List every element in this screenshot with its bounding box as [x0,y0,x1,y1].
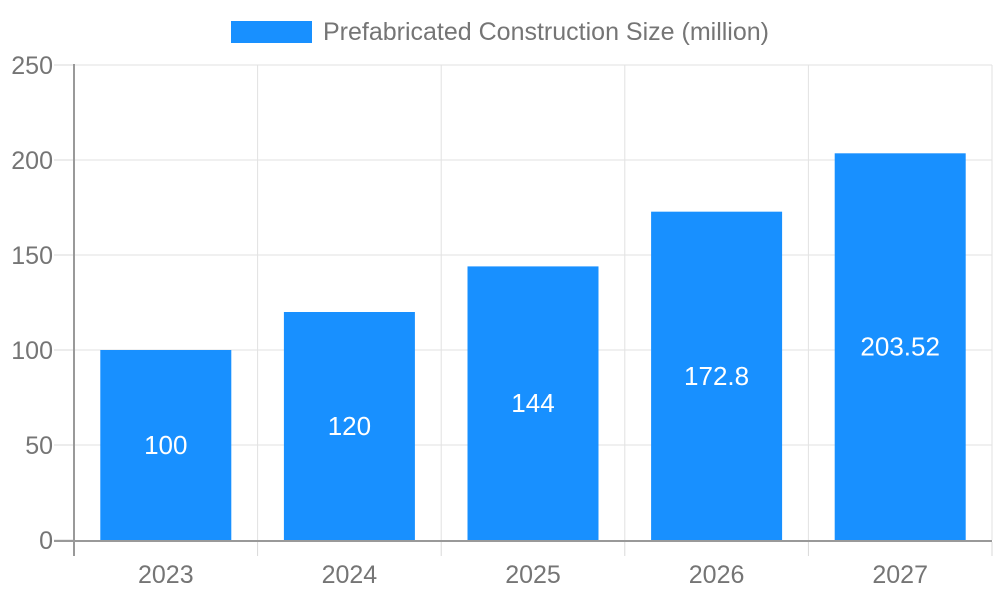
x-tick-label: 2024 [322,561,378,589]
legend-swatch-icon [230,21,312,43]
bar-2024[interactable] [283,312,415,540]
x-tick-label: 2025 [505,561,561,589]
y-tick-label: 0 [39,527,53,555]
y-tick-label: 250 [11,52,53,80]
bar-value-label: 172.8 [684,361,749,391]
y-tick-label: 50 [25,432,53,460]
bar-2023[interactable] [100,350,232,540]
bar-2025[interactable] [467,266,599,540]
bar-value-label: 120 [328,411,371,441]
y-tick-label: 100 [11,337,53,365]
legend: Prefabricated Construction Size (million… [0,18,1000,46]
y-tick-label: 150 [11,242,53,270]
bar-value-label: 100 [144,430,187,460]
x-tick-label: 2027 [872,561,928,589]
legend-item[interactable]: Prefabricated Construction Size (million… [230,18,769,46]
x-tick-label: 2026 [689,561,745,589]
bar-value-label: 203.52 [860,332,940,362]
legend-label: Prefabricated Construction Size (million… [322,18,769,46]
y-tick-label: 200 [11,147,53,175]
x-tick-label: 2023 [138,561,194,589]
bar-2026[interactable] [651,211,783,540]
bar-value-label: 144 [511,388,554,418]
bar-2027[interactable] [834,153,966,540]
